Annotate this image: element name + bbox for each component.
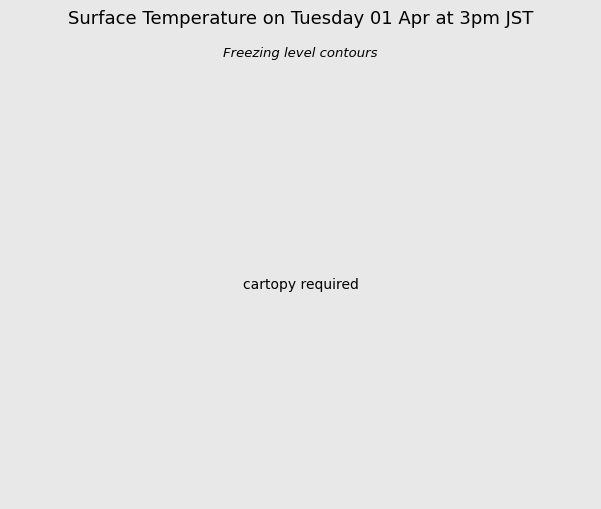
- Text: cartopy required: cartopy required: [243, 278, 358, 292]
- Text: Surface Temperature on Tuesday 01 Apr at 3pm JST: Surface Temperature on Tuesday 01 Apr at…: [68, 10, 533, 28]
- Text: Freezing level contours: Freezing level contours: [223, 47, 378, 60]
